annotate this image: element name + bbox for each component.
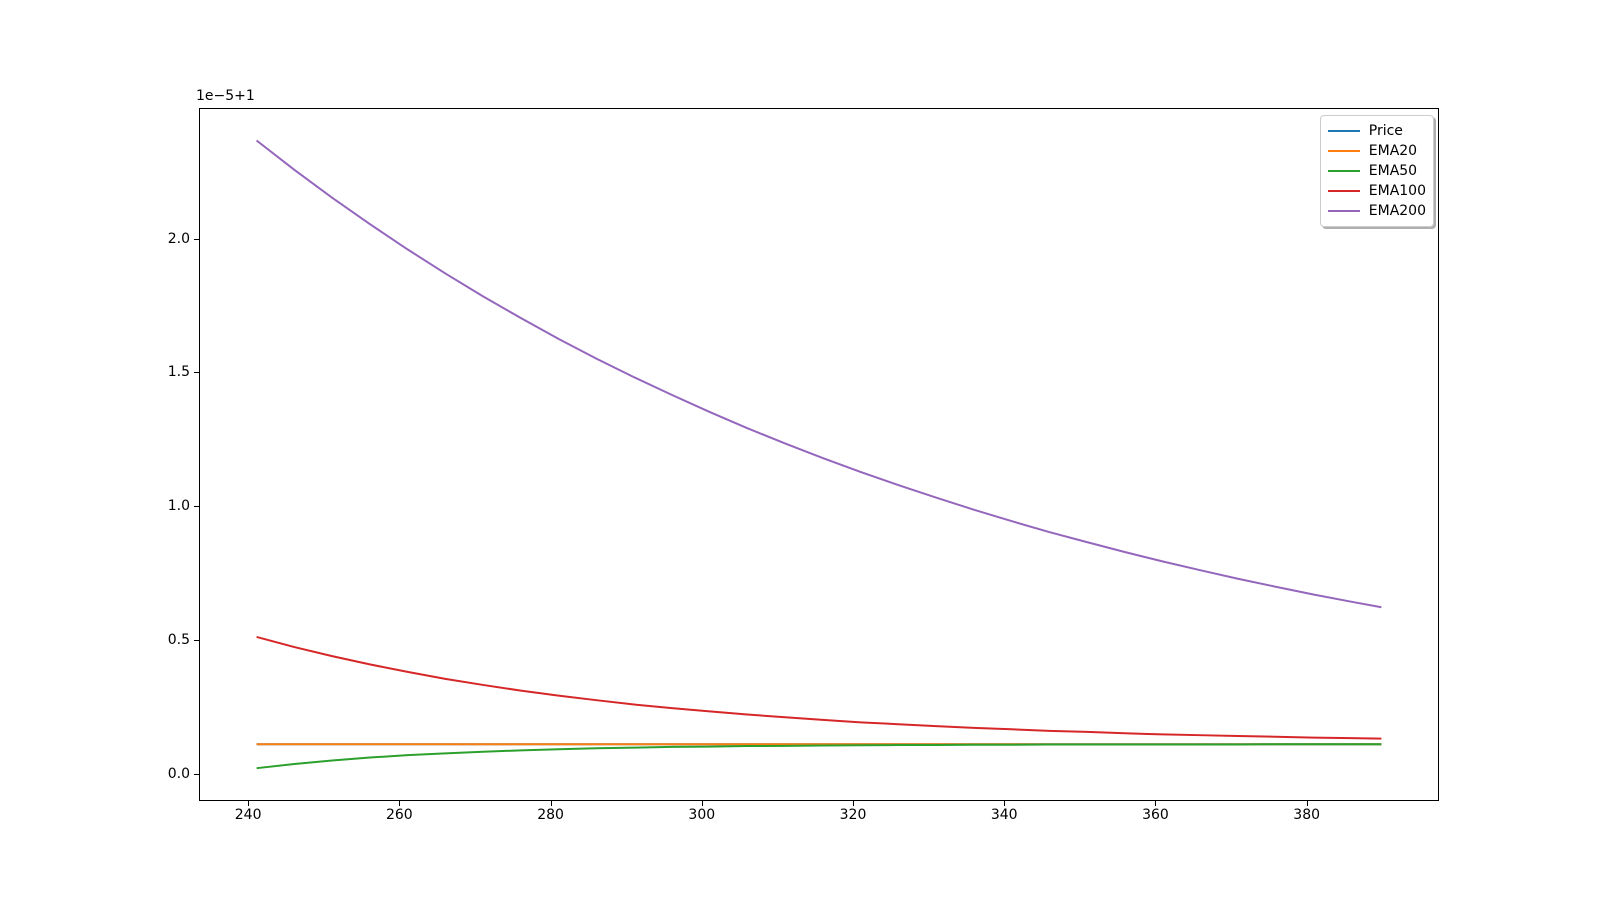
plot-area: [199, 108, 1439, 801]
legend-line-sample-icon: [1327, 130, 1360, 132]
legend-line-sample-icon: [1327, 210, 1360, 212]
x-tick-mark: [1004, 801, 1006, 806]
x-tick-mark: [1155, 801, 1157, 806]
legend-entry-ema50: EMA50: [1327, 161, 1426, 181]
x-tick-label: 380: [1293, 807, 1321, 823]
x-tick-label: 360: [1142, 807, 1169, 823]
legend-label: EMA20: [1368, 143, 1418, 159]
y-tick-label: 0.0: [167, 765, 190, 782]
y-tick-label: 1.0: [167, 498, 190, 515]
legend-entry-ema200: EMA200: [1327, 201, 1426, 221]
y-tick-label: 0.5: [167, 632, 190, 649]
x-tick-label: 300: [688, 807, 716, 823]
x-tick-label: 340: [990, 807, 1018, 823]
legend: Price EMA20 EMA50 EMA100 EMA200: [1319, 115, 1434, 227]
legend-label: EMA50: [1368, 163, 1418, 179]
legend-line-sample-icon: [1327, 170, 1360, 172]
legend-entry-price: Price: [1327, 121, 1426, 141]
legend-entry-ema20: EMA20: [1327, 141, 1426, 161]
line-series-svg: [255, 139, 1382, 770]
legend-label: EMA200: [1368, 203, 1426, 219]
x-tick-label: 260: [385, 807, 413, 823]
x-tick-mark: [248, 801, 250, 806]
y-tick-mark: [194, 640, 199, 642]
y-tick-label: 2.0: [167, 230, 190, 247]
legend-label: EMA100: [1368, 183, 1426, 199]
x-tick-label: 240: [234, 807, 262, 823]
x-tick-mark: [399, 801, 401, 806]
y-tick-label: 1.5: [167, 364, 190, 381]
x-tick-mark: [550, 801, 552, 806]
y-tick-mark: [194, 372, 199, 374]
series-line-ema100: [256, 636, 1382, 740]
legend-label: Price: [1368, 123, 1403, 139]
y-tick-mark: [194, 506, 199, 508]
series-line-ema200: [255, 139, 1382, 609]
legend-line-sample-icon: [1327, 190, 1360, 192]
x-tick-mark: [853, 801, 855, 806]
x-tick-mark: [1306, 801, 1308, 806]
x-tick-label: 320: [839, 807, 867, 823]
y-tick-mark: [194, 238, 199, 240]
legend-entry-ema100: EMA100: [1327, 181, 1426, 201]
series-line-ema50: [256, 743, 1382, 770]
x-tick-label: 280: [537, 807, 564, 823]
y-tick-mark: [194, 773, 199, 775]
y-axis-offset-text: 1e−5+1: [196, 88, 255, 104]
legend-line-sample-icon: [1327, 150, 1360, 152]
x-tick-mark: [701, 801, 703, 806]
